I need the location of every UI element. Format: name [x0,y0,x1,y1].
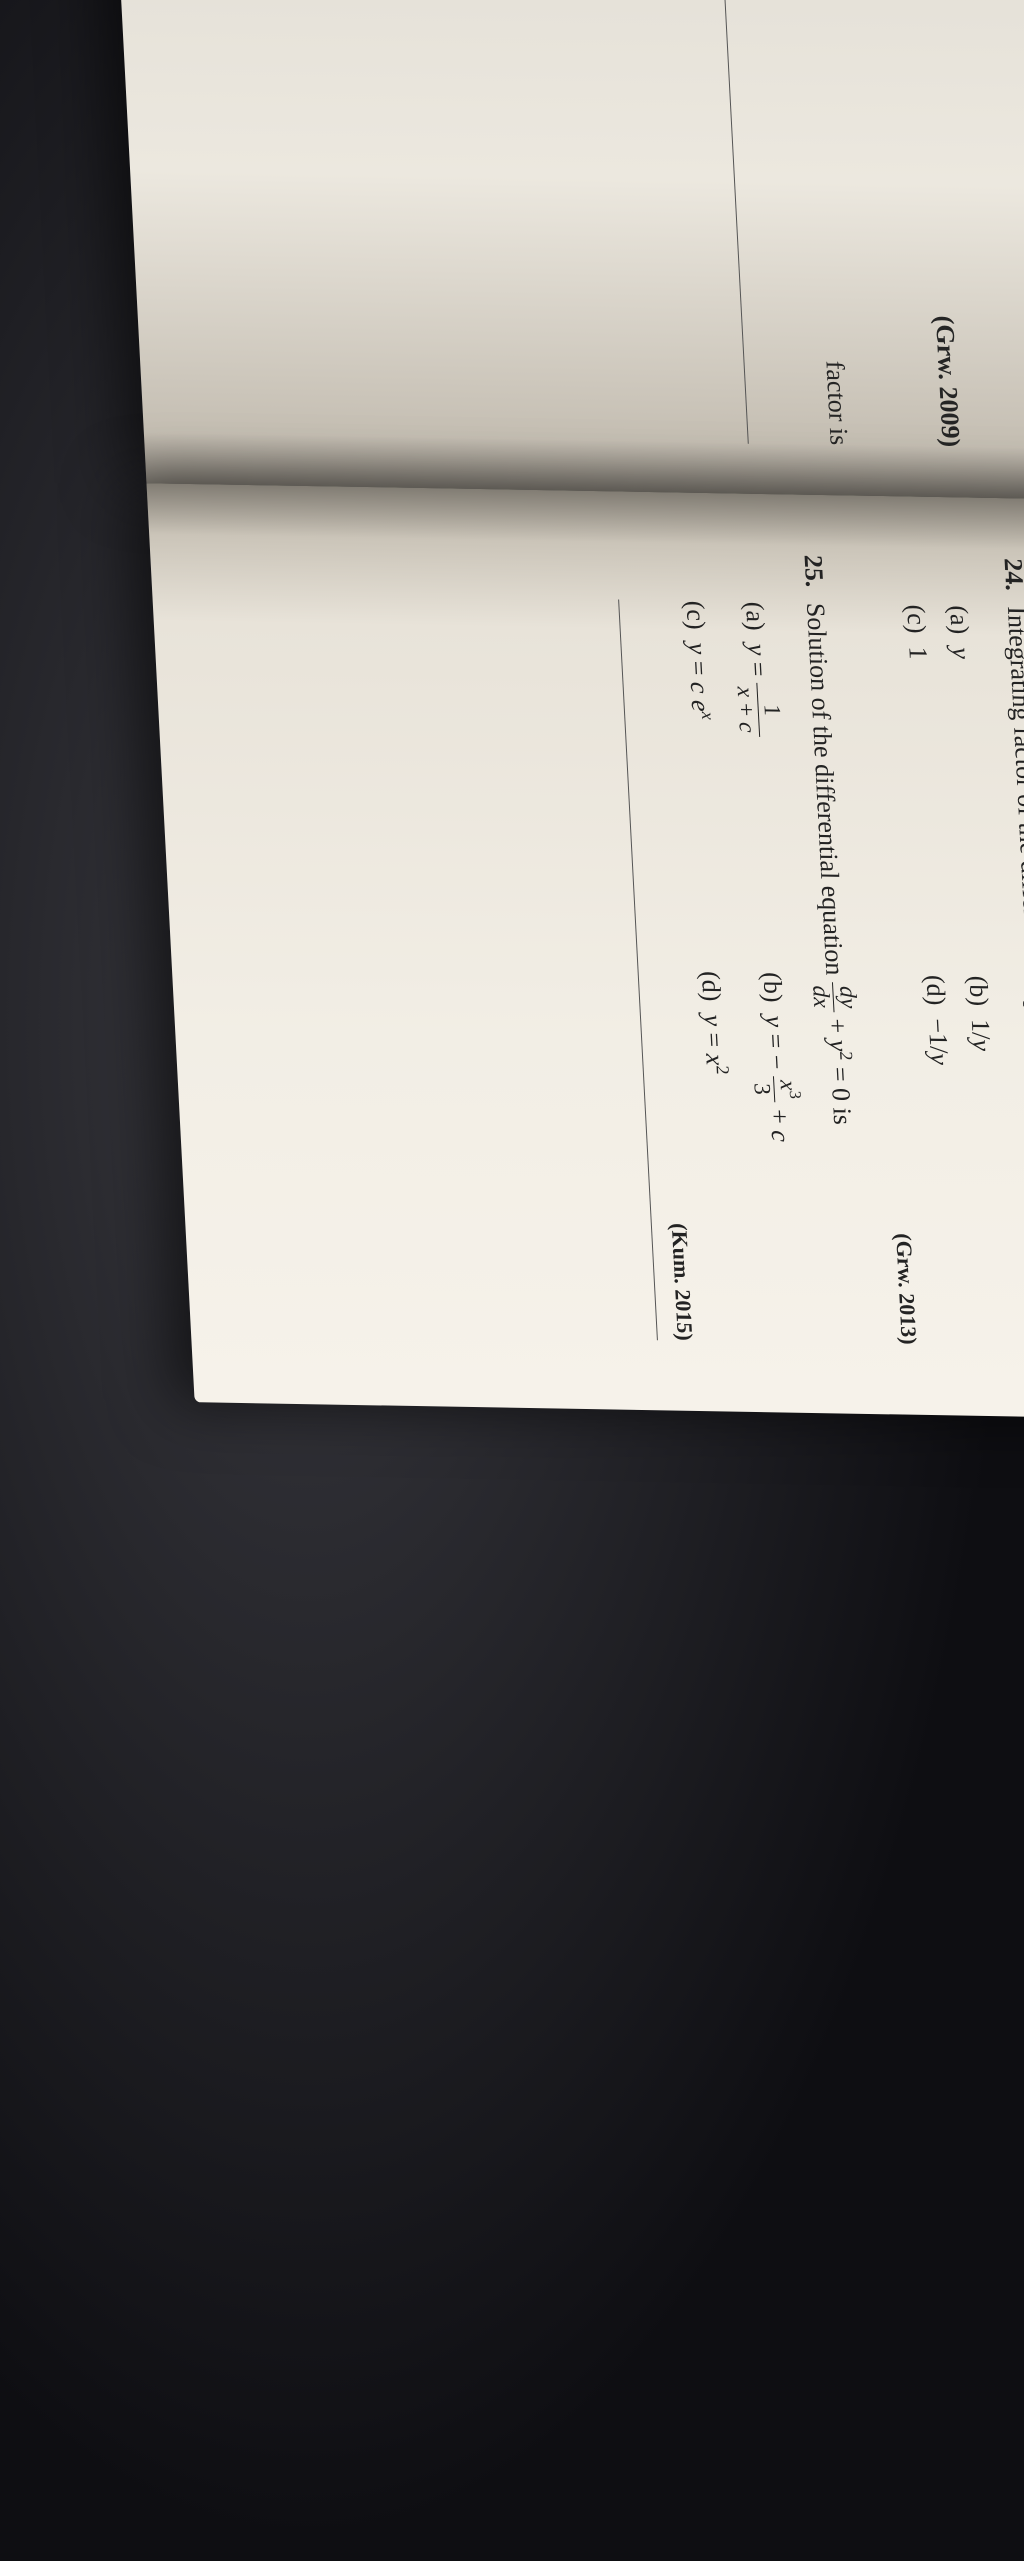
left-fragment-1: n−1y − x) dy is [1007,0,1024,450]
left-page: n−1y − x) dy is (Grw. 2009) factor is [105,0,1024,501]
q25-option-a: (a) y = 1x + c [726,601,798,972]
left-rule [713,0,749,444]
q25-options-right: (b) y = − x33 + c (d) y = x2 [687,971,817,1343]
q25-option-c: (c) y = c ex [674,600,736,971]
left-attribution: (Grw. 2009) [895,0,971,448]
q25-option-b: (b) y = − x33 + c [742,972,818,1343]
open-book: n−1y − x) dy is (Grw. 2009) factor is (G… [105,0,1024,1420]
q25-options-left: (a) y = 1x + c (c) y = c ex [668,600,798,972]
q24-options-right: (b) 1/y (d) −1/y [911,975,1018,1347]
q24-options-left: (a) y (c) 1 [892,604,999,976]
q25-number: 25. [792,554,836,603]
q24-number: 24. [992,558,1024,607]
right-page: (Grw. 2012; Abd. 18) 24. Integrating fac… [147,483,1024,1419]
scene: n−1y − x) dy is (Grw. 2009) factor is (G… [0,0,1024,2561]
left-fragment-2: factor is [784,0,860,446]
left-page-content: n−1y − x) dy is (Grw. 2009) factor is [713,0,1024,450]
right-page-content: (Grw. 2012; Abd. 18) 24. Integrating fac… [615,551,1024,1348]
